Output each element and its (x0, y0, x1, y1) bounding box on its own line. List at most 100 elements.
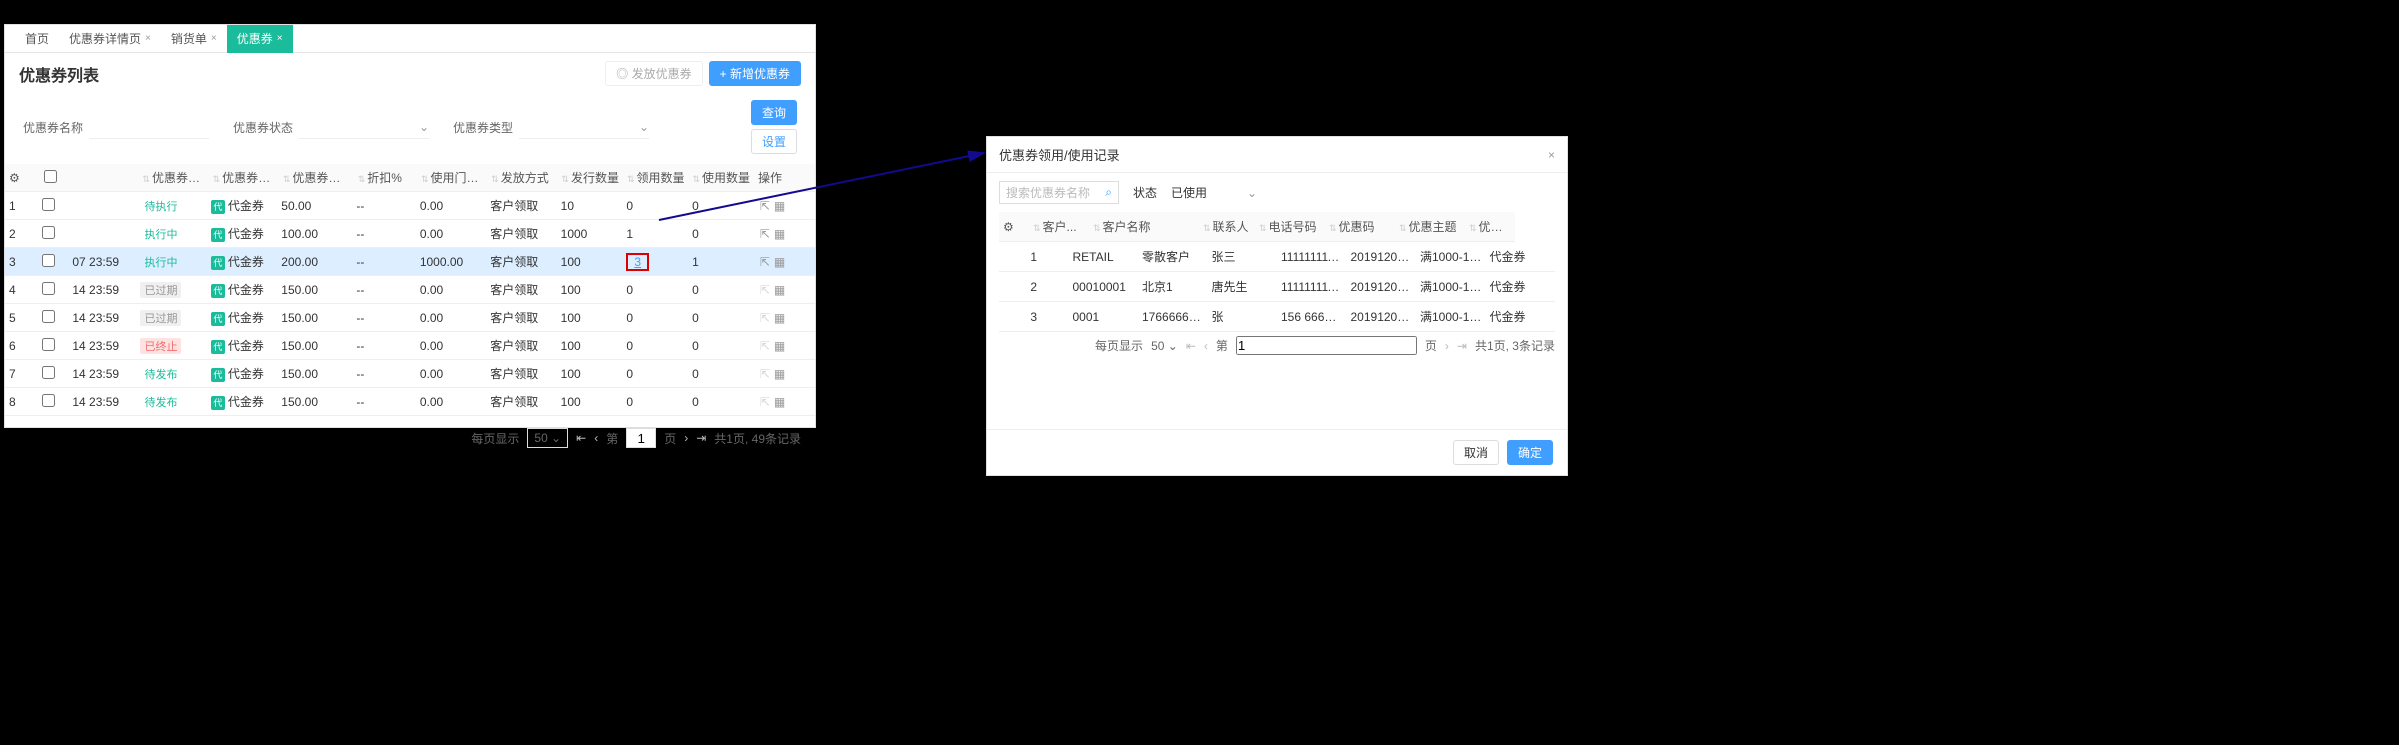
gear-column[interactable]: ⚙ (999, 212, 1029, 242)
query-button[interactable]: 查询 (751, 100, 797, 125)
table-row[interactable]: 1 待执行 代代金券 50.00 -- 0.00 客户领取 10 0 0 ⇱▦ (5, 192, 815, 220)
discount: -- (352, 360, 415, 388)
mcol-subject[interactable]: 优惠主题 (1409, 220, 1457, 234)
last-page-icon[interactable]: ⇥ (696, 431, 706, 445)
col-method[interactable]: 发放方式 (501, 171, 549, 185)
share-icon[interactable]: ⇱ (760, 199, 770, 213)
gear-column[interactable]: ⚙ (5, 164, 40, 192)
pager-summary: 共1页, 3条记录 (1475, 337, 1555, 354)
mcol-code[interactable]: 客户... (1043, 220, 1077, 234)
tab-coupon[interactable]: 优惠券× (227, 25, 293, 53)
col-use[interactable]: 使用数量 (702, 171, 750, 185)
share-icon[interactable]: ⇱ (760, 367, 770, 381)
share-icon[interactable]: ⇱ (760, 283, 770, 297)
table-row[interactable]: 7 14 23:59 待发布 代代金券 150.00 -- 0.00 客户领取 … (5, 360, 815, 388)
select-all-checkbox[interactable] (44, 170, 57, 183)
share-icon[interactable]: ⇱ (760, 255, 770, 269)
tab-sales[interactable]: 销货单× (161, 25, 227, 53)
row-time (68, 192, 136, 220)
row-checkbox[interactable] (42, 394, 55, 407)
select-all-column[interactable] (40, 164, 70, 192)
table-row[interactable]: 2 执行中 代代金券 100.00 -- 0.00 客户领取 1000 1 0 … (5, 220, 815, 248)
share-icon[interactable]: ⇱ (760, 339, 770, 353)
coupon-type-select[interactable]: ⌄ (519, 115, 649, 139)
close-icon[interactable]: × (277, 25, 283, 53)
face-value: 100.00 (277, 220, 352, 248)
first-page-icon[interactable]: ⇤ (576, 431, 586, 445)
coupon-name-input[interactable] (89, 115, 209, 139)
row-checkbox[interactable] (42, 282, 55, 295)
qr-icon[interactable]: ▦ (774, 339, 785, 353)
row-time: 14 23:59 (68, 388, 136, 416)
col-face[interactable]: 优惠券面值 (292, 171, 352, 185)
row-checkbox[interactable] (42, 422, 55, 423)
tab-home[interactable]: 首页 (15, 25, 59, 53)
mcol-ctype[interactable]: 优惠券类 (1479, 220, 1515, 234)
coupon-type: 代金券 (228, 395, 264, 409)
row-checkbox[interactable] (42, 366, 55, 379)
table-row[interactable]: 2 00010001 北京1 唐先生 11111111111 2019120 7… (999, 272, 1555, 302)
next-page-icon[interactable]: › (1445, 339, 1449, 353)
take-count-highlight[interactable]: 3 (626, 253, 649, 271)
col-status[interactable]: 优惠券状态 (152, 171, 209, 185)
coupon-status-select[interactable]: ⌄ (299, 115, 429, 139)
coupon-type: 代金券 (228, 255, 264, 269)
issue-coupon-button[interactable]: ◎ 发放优惠券 (605, 61, 702, 86)
next-page-icon[interactable]: › (684, 431, 688, 445)
ok-button[interactable]: 确定 (1507, 440, 1553, 465)
type-badge-icon: 代 (211, 228, 225, 242)
col-threshold[interactable]: 使用门槛... (431, 171, 488, 185)
per-page-select[interactable]: 50 ⌄ (527, 428, 568, 448)
add-coupon-button[interactable]: + 新增优惠券 (709, 61, 801, 86)
first-page-icon[interactable]: ⇤ (1186, 339, 1196, 353)
row-checkbox[interactable] (42, 198, 55, 211)
mcol-name[interactable]: 客户名称 (1103, 220, 1151, 234)
mcol-contact[interactable]: 联系人 (1213, 220, 1249, 234)
row-checkbox[interactable] (42, 338, 55, 351)
table-row[interactable]: 3 0001 17666666666 张 156 6666 6... 20191… (999, 302, 1555, 332)
qr-icon[interactable]: ▦ (774, 395, 785, 409)
settings-button[interactable]: 设置 (751, 129, 797, 154)
table-row[interactable]: 5 14 23:59 已过期 代代金券 150.00 -- 0.00 客户领取 … (5, 304, 815, 332)
row-index: 2 (999, 272, 1069, 302)
cancel-button[interactable]: 取消 (1453, 440, 1499, 465)
status-select[interactable]: 已使用⌄ (1171, 184, 1257, 201)
share-icon[interactable]: ⇱ (760, 227, 770, 241)
col-issue[interactable]: 发行数量 (571, 171, 619, 185)
table-row[interactable]: 6 14 23:59 已终止 代代金券 150.00 -- 0.00 客户领取 … (5, 332, 815, 360)
qr-icon[interactable]: ▦ (774, 311, 785, 325)
last-page-icon[interactable]: ⇥ (1457, 339, 1467, 353)
table-row[interactable]: 8 14 23:59 待发布 代代金券 150.00 -- 0.00 客户领取 … (5, 388, 815, 416)
qr-icon[interactable]: ▦ (774, 367, 785, 381)
row-checkbox[interactable] (42, 254, 55, 267)
col-discount[interactable]: 折扣% (367, 171, 402, 185)
qr-icon[interactable]: ▦ (774, 255, 785, 269)
qr-icon[interactable]: ▦ (774, 199, 785, 213)
per-page-select[interactable]: 50 ⌄ (1151, 339, 1178, 353)
qr-icon[interactable]: ▦ (774, 283, 785, 297)
table-row[interactable]: 1 RETAIL 零散客户 张三 11111111111 2019120 70.… (999, 242, 1555, 272)
mcol-coupon[interactable]: 优惠码 (1339, 220, 1375, 234)
coupon-search-input[interactable]: 搜索优惠券名称⌕ (999, 181, 1119, 204)
tab-bar: 首页 优惠券详情页× 销货单× 优惠券× (5, 25, 815, 53)
discount: -- (352, 388, 415, 416)
page-input[interactable] (626, 428, 656, 448)
col-take[interactable]: 领用数量 (636, 171, 684, 185)
tab-detail[interactable]: 优惠券详情页× (59, 25, 161, 53)
row-checkbox[interactable] (42, 226, 55, 239)
share-icon[interactable]: ⇱ (760, 311, 770, 325)
share-icon[interactable]: ⇱ (760, 395, 770, 409)
close-icon[interactable]: × (211, 25, 217, 53)
table-row[interactable]: 4 14 23:59 已过期 代代金券 150.00 -- 0.00 客户领取 … (5, 276, 815, 304)
prev-page-icon[interactable]: ‹ (594, 431, 598, 445)
qr-icon[interactable]: ▦ (774, 227, 785, 241)
close-icon[interactable]: × (1548, 148, 1555, 162)
page-input[interactable] (1236, 336, 1417, 355)
row-checkbox[interactable] (42, 310, 55, 323)
close-icon[interactable]: × (145, 25, 151, 53)
table-row[interactable]: 3 07 23:59 执行中 代代金券 200.00 -- 1000.00 客户… (5, 248, 815, 276)
issue-count: 100 (557, 332, 623, 360)
col-type[interactable]: 优惠券类型 (222, 171, 279, 185)
prev-page-icon[interactable]: ‹ (1204, 339, 1208, 353)
mcol-phone[interactable]: 电话号码 (1269, 220, 1317, 234)
